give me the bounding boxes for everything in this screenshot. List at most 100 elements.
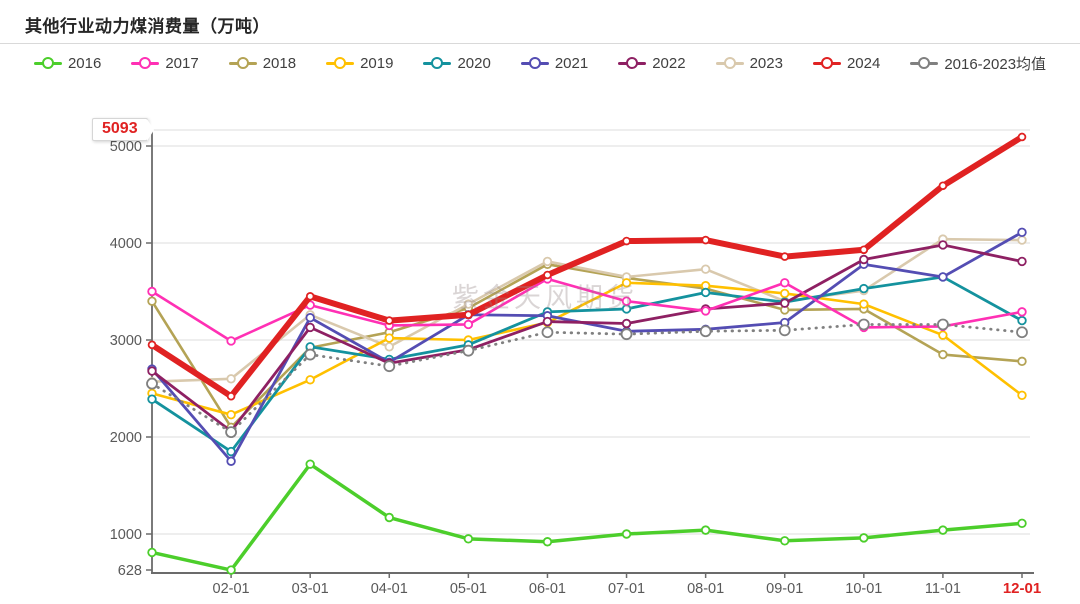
- x-tick-label: 04-01: [371, 581, 408, 597]
- data-point-2016: [1017, 518, 1027, 529]
- data-point-2024: [780, 252, 790, 261]
- data-point-2022: [542, 316, 553, 327]
- data-point-2022: [147, 366, 157, 376]
- data-point-2016: [938, 525, 948, 535]
- data-point-2020: [700, 287, 711, 298]
- data-point-2024: [384, 316, 394, 325]
- data-point-2017: [1017, 307, 1027, 317]
- y-tick-label: 1000: [110, 527, 142, 543]
- data-point-2019: [859, 299, 869, 309]
- legend-marker-icon: [228, 56, 257, 70]
- data-point-2016-2023均值: [857, 318, 870, 331]
- legend-marker-icon: [326, 56, 355, 70]
- max-value-callout: 5093: [92, 118, 148, 141]
- y-tick-label: 628: [118, 563, 142, 579]
- data-point-2016: [621, 529, 632, 539]
- x-tick-label: 06-01: [529, 581, 566, 597]
- data-point-2020: [859, 283, 869, 294]
- data-point-2016-2023均值: [541, 326, 554, 339]
- data-point-2017: [226, 336, 236, 346]
- legend-item-2020[interactable]: 2020: [423, 54, 491, 72]
- data-point-2016: [780, 536, 790, 546]
- data-point-2023: [542, 256, 553, 267]
- data-point-2016-2023均值: [1016, 326, 1028, 339]
- y-tick-label: 3000: [110, 333, 142, 349]
- legend-label: 2024: [846, 54, 881, 72]
- data-point-2016: [700, 525, 711, 535]
- legend-item-2021[interactable]: 2021: [520, 54, 589, 72]
- data-point-2016: [384, 512, 394, 523]
- data-point-2019: [938, 330, 948, 340]
- data-point-2020: [621, 304, 632, 314]
- x-tick-label: 09-01: [766, 581, 803, 597]
- data-point-2024: [938, 181, 948, 191]
- data-point-2016-2023均值: [304, 348, 317, 361]
- legend-item-2016-2023均值[interactable]: 2016-2023均值: [910, 53, 1046, 74]
- x-tick-label: 05-01: [450, 581, 487, 597]
- legend-marker-icon: [131, 56, 160, 70]
- legend-marker-icon: [33, 56, 62, 70]
- data-point-2022: [938, 240, 948, 250]
- data-point-2021: [226, 456, 236, 466]
- series-line-2024: [147, 132, 1027, 401]
- data-point-2016: [859, 533, 869, 543]
- series-line-2020: [147, 272, 1027, 457]
- data-point-2021: [305, 312, 315, 323]
- data-point-2019: [226, 409, 236, 420]
- data-point-2024: [859, 245, 869, 255]
- data-point-2018: [938, 349, 948, 360]
- data-point-2016: [542, 537, 553, 547]
- legend-marker-icon: [910, 56, 939, 70]
- legend-label: 2019: [360, 54, 394, 72]
- data-point-2021: [1017, 227, 1027, 238]
- x-tick-label: 10-01: [845, 581, 882, 597]
- legend-marker-icon: [715, 56, 744, 70]
- legend-item-2023[interactable]: 2023: [715, 55, 783, 72]
- data-point-2016-2023均值: [937, 318, 949, 331]
- data-point-2016-2023均值: [462, 344, 475, 357]
- legend-marker-icon: [812, 56, 841, 70]
- data-point-2016-2023均值: [620, 328, 633, 341]
- data-point-2023: [226, 374, 236, 384]
- legend-label: 2016-2023均值: [944, 55, 1047, 73]
- data-point-2019: [305, 375, 315, 385]
- data-point-2016: [463, 534, 474, 544]
- y-tick-label: 4000: [110, 236, 142, 252]
- x-tick-label: 03-01: [292, 581, 329, 597]
- legend-item-2022[interactable]: 2022: [618, 54, 686, 72]
- data-point-2024: [543, 270, 552, 280]
- legend-label: 2017: [165, 54, 199, 72]
- legend-label: 2020: [457, 54, 491, 72]
- legend-marker-icon: [423, 56, 452, 70]
- legend-item-2024[interactable]: 2024: [812, 54, 881, 72]
- data-point-2017: [780, 278, 790, 288]
- data-point-2016: [305, 459, 315, 469]
- legend-label: 2022: [652, 54, 686, 72]
- data-point-2023: [700, 264, 711, 274]
- chart-title: 其他行业动力煤消费量（万吨）: [25, 17, 270, 36]
- gridlines: [152, 129, 1030, 535]
- data-point-2016-2023均值: [225, 426, 237, 439]
- y-tick-label: 2000: [110, 430, 142, 446]
- data-point-2018: [1017, 356, 1027, 367]
- legend-label: 2021: [554, 54, 589, 72]
- legend-item-2017[interactable]: 2017: [131, 54, 199, 72]
- data-point-2024: [147, 340, 157, 350]
- legend-item-2016[interactable]: 2016: [33, 55, 101, 72]
- y-tick-label: 5000: [110, 139, 142, 155]
- legend-item-2019[interactable]: 2019: [326, 55, 393, 72]
- x-tick-label: 08-01: [687, 581, 724, 597]
- data-point-2017: [700, 306, 711, 316]
- x-tick-label: 12-01: [1003, 580, 1041, 597]
- x-axis-labels: 02-01 03-01 04-01 05-01 06-01 07-01 08-01 09-01…: [213, 573, 1041, 597]
- chart-legend: 2016 2017 2018 2019 2020 2021 2022 2023 2024 2016…: [20, 50, 1060, 76]
- data-point-2016: [147, 547, 157, 558]
- axes: [151, 130, 1034, 574]
- data-point-2024: [622, 236, 631, 246]
- data-point-2016: [226, 565, 236, 575]
- legend-item-2018[interactable]: 2018: [228, 55, 296, 72]
- data-point-2017: [463, 319, 474, 330]
- header-divider: [0, 43, 1080, 44]
